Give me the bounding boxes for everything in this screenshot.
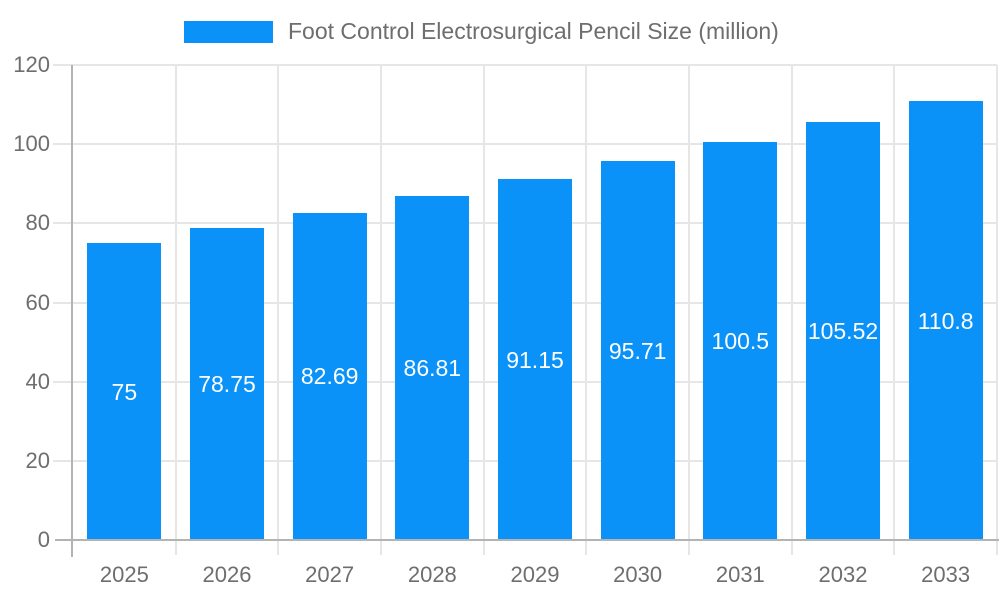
bar-value-label: 86.81 <box>403 355 462 382</box>
y-axis-label: 60 <box>25 289 50 315</box>
y-gridline <box>73 143 997 146</box>
x-axis-label: 2033 <box>921 562 971 587</box>
x-axis-label: 2029 <box>510 562 560 587</box>
y-axis-tick <box>53 301 73 304</box>
x-axis-tick <box>996 540 998 555</box>
x-gridline <box>688 65 690 540</box>
legend-swatch[interactable] <box>184 20 273 43</box>
y-axis-label: 100 <box>13 131 50 157</box>
y-axis-tick <box>53 222 73 225</box>
x-axis-label: 2032 <box>818 562 868 587</box>
bar-2027[interactable] <box>292 212 367 540</box>
bar-value-label: 110.8 <box>917 307 974 334</box>
y-gridline <box>73 64 997 66</box>
x-axis-tick <box>277 540 280 555</box>
x-axis-tick <box>790 540 793 555</box>
bar-value-label: 78.75 <box>198 371 256 398</box>
bar-2025[interactable] <box>87 243 162 540</box>
x-axis-tick <box>893 540 896 555</box>
x-gridline <box>277 65 280 540</box>
y-axis-tick <box>53 64 73 66</box>
y-axis-line <box>71 65 73 557</box>
x-axis-label: 2030 <box>613 562 663 587</box>
x-axis-tick <box>688 540 690 555</box>
bar-value-label: 95.71 <box>608 337 667 364</box>
x-axis-tick <box>174 540 177 555</box>
bar-value-label: 91.15 <box>506 346 564 373</box>
y-axis-tick <box>53 459 73 462</box>
x-axis-tick <box>585 540 588 555</box>
x-axis-label: 2027 <box>305 562 355 587</box>
x-gridline <box>174 65 177 540</box>
bar-2026[interactable] <box>190 228 264 540</box>
bar-value-label: 82.69 <box>300 363 359 390</box>
x-axis-label: 2031 <box>715 562 765 587</box>
legend-label[interactable]: Foot Control Electrosurgical Pencil Size… <box>288 18 779 44</box>
y-axis-label: 0 <box>37 527 50 552</box>
x-gridline <box>482 65 485 540</box>
bar-value-label: 100.5 <box>711 328 770 355</box>
plot-area: 0 20 40 60 80 100 120 75 2025 78.75 2026 82.69 2027 8… <box>13 52 999 587</box>
x-gridline <box>996 65 998 540</box>
x-gridline <box>893 65 896 540</box>
x-axis-tick <box>380 540 382 555</box>
bar-value-label: 105.52 <box>807 318 879 345</box>
y-axis-label: 120 <box>13 52 50 77</box>
x-axis-label: 2028 <box>407 562 457 587</box>
bar-2029[interactable] <box>498 179 572 540</box>
x-gridline <box>585 65 588 540</box>
x-axis-line <box>55 539 999 541</box>
y-axis-label: 80 <box>25 210 50 236</box>
bar-2033[interactable] <box>908 101 983 540</box>
bar-2032[interactable] <box>806 122 880 540</box>
y-axis-tick <box>53 380 73 383</box>
bar-2028[interactable] <box>395 196 470 540</box>
y-axis-label: 40 <box>25 368 50 394</box>
bar-2030[interactable] <box>600 161 675 540</box>
y-axis-tick <box>53 143 73 146</box>
bar-2031[interactable] <box>703 142 778 540</box>
x-gridline <box>380 65 382 540</box>
x-axis-tick <box>482 540 485 555</box>
x-axis-label: 2025 <box>99 562 149 587</box>
bar-value-label: 75 <box>111 378 138 405</box>
x-gridline <box>790 65 793 540</box>
x-axis-label: 2026 <box>202 562 252 587</box>
legend[interactable]: Foot Control Electrosurgical Pencil Size… <box>184 18 779 45</box>
y-axis-label: 20 <box>25 447 50 473</box>
